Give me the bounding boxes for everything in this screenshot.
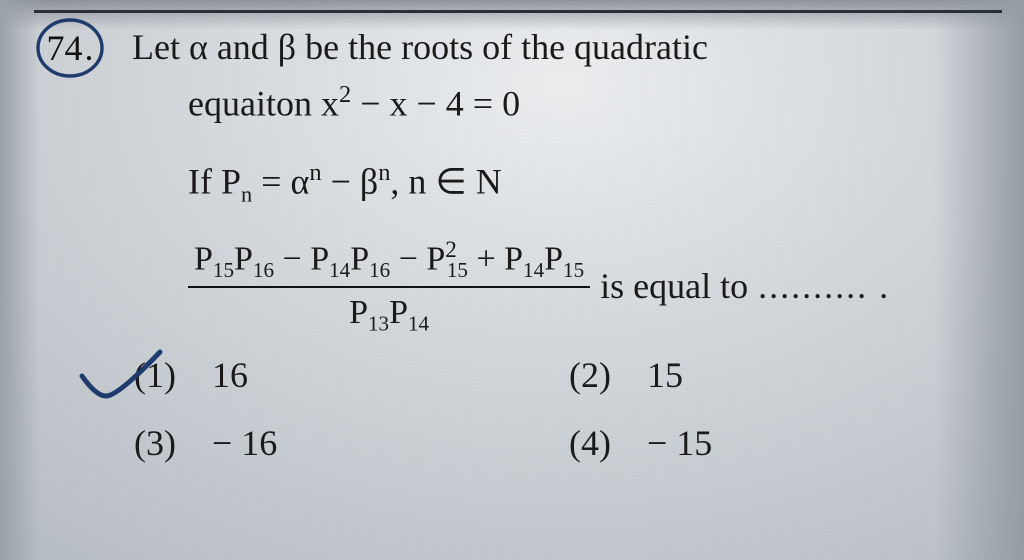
if-sub-n: n (241, 182, 252, 207)
num-P6: P (504, 241, 523, 278)
num-sub-15c: 15 (563, 258, 584, 282)
question-number: 74. (34, 16, 106, 80)
fraction-denominator: P13P14 (188, 288, 590, 336)
eq-text-prefix: equaiton x (188, 83, 339, 123)
num-P2: P (234, 241, 253, 278)
den-P2: P (389, 294, 408, 331)
equal-to-text: is equal to (600, 259, 748, 315)
num-plus: + (468, 241, 504, 278)
num-minus2: − (390, 241, 426, 278)
option-4[interactable]: (4) − 15 (569, 422, 1004, 464)
option-2-label: (2) (569, 354, 633, 396)
num-sub-16b: 16 (369, 258, 390, 282)
option-2-value: 15 (647, 354, 683, 396)
num-P7: P (544, 241, 563, 278)
if-eq-alpha: = α (252, 162, 309, 202)
eq-sup-2: 2 (339, 81, 351, 108)
question-text: Let α and β be the roots of the quadrati… (132, 16, 1004, 76)
question-number-circle-icon (34, 16, 106, 80)
question-line2: equaiton x2 − x − 4 = 0 (34, 76, 1004, 132)
if-domain: , n ∈ N (390, 162, 501, 202)
num-P3: P (310, 241, 329, 278)
den-P1: P (349, 294, 368, 331)
num-P1: P (194, 241, 213, 278)
num-P4: P (350, 241, 369, 278)
if-P: If P (188, 162, 241, 202)
if-minus-beta: − β (322, 162, 379, 202)
num-sub-15a: 15 (213, 258, 234, 282)
option-3-label: (3) (134, 422, 198, 464)
options-grid: (1) 16 (2) 15 (3) − 16 (4) − 15 (34, 336, 1004, 464)
fraction-numerator: P15P16 − P14P16 − P215 + P14P15 (188, 238, 590, 288)
expression-line: P15P16 − P14P16 − P215 + P14P15 P13P14 i… (34, 238, 1004, 336)
num-sub-15b: 15 (447, 258, 468, 282)
den-sub-14: 14 (408, 312, 429, 336)
option-3-value: − 16 (212, 422, 277, 464)
option-3[interactable]: (3) − 16 (134, 422, 569, 464)
question-header-row: 74. Let α and β be the roots of the quad… (34, 16, 1004, 80)
top-rule-line (34, 10, 1002, 13)
num-sub-14b: 14 (523, 258, 544, 282)
num-sub-14a: 14 (329, 258, 350, 282)
question-block: 74. Let α and β be the roots of the quad… (34, 16, 1004, 464)
num-sub-16a: 16 (253, 258, 274, 282)
if-line: If Pn = αn − βn, n ∈ N (34, 154, 1004, 212)
blank-dots: .......... . (758, 259, 890, 315)
num-minus1: − (274, 241, 310, 278)
option-4-label: (4) (569, 422, 633, 464)
option-4-value: − 15 (647, 422, 712, 464)
num-P5: P (426, 241, 445, 278)
den-sub-13: 13 (368, 312, 389, 336)
page: 74. Let α and β be the roots of the quad… (0, 0, 1024, 560)
fraction: P15P16 − P14P16 − P215 + P14P15 P13P14 (188, 238, 590, 336)
option-1-label: (1) (134, 354, 198, 396)
option-1-value: 16 (212, 354, 248, 396)
if-alpha-n: n (309, 159, 321, 186)
if-beta-n: n (378, 159, 390, 186)
option-2[interactable]: (2) 15 (569, 354, 1004, 396)
option-1[interactable]: (1) 16 (134, 354, 569, 396)
question-line1: Let α and β be the roots of the quadrati… (132, 27, 708, 67)
eq-text-tail: − x − 4 = 0 (351, 83, 520, 123)
